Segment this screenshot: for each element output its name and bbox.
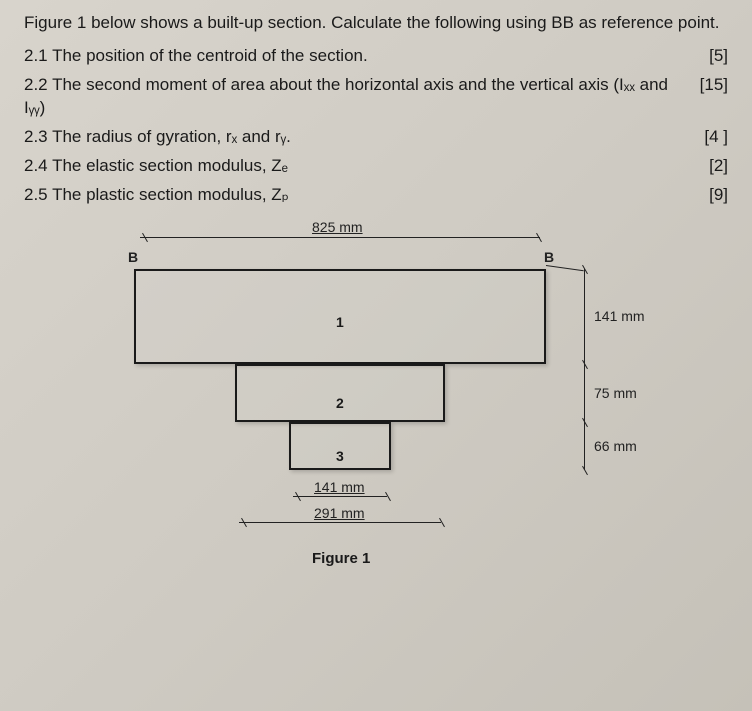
dim-tick bbox=[582, 359, 588, 368]
shape-2-label: 2 bbox=[336, 395, 344, 411]
dim-label-825: 825 mm bbox=[312, 219, 363, 235]
dim-label-141: 141 mm bbox=[594, 308, 645, 324]
question-row: 2.1 The position of the centroid of the … bbox=[24, 45, 728, 68]
qnum: 2.3 bbox=[24, 127, 48, 146]
marks: [5] bbox=[709, 45, 728, 68]
shape-3-label: 3 bbox=[336, 448, 344, 464]
dim-tick bbox=[582, 264, 588, 273]
question-row: 2.4 The elastic section modulus, Zₑ [2] bbox=[24, 155, 728, 178]
marks: [9] bbox=[709, 184, 728, 207]
dim-label-75: 75 mm bbox=[594, 385, 637, 401]
qtext: The radius of gyration, rₓ and rᵧ. bbox=[52, 127, 291, 146]
dim-line-291 bbox=[239, 522, 441, 523]
intro-text: Figure 1 below shows a built-up section.… bbox=[24, 12, 728, 35]
question-row: 2.3 The radius of gyration, rₓ and rᵧ. [… bbox=[24, 126, 728, 149]
dim-tick bbox=[582, 465, 588, 474]
marks: [4 ] bbox=[704, 126, 728, 149]
label-B-right: B bbox=[544, 249, 554, 265]
question-row: 2.2 The second moment of area about the … bbox=[24, 74, 728, 120]
ext-line bbox=[546, 265, 584, 271]
figure-caption: Figure 1 bbox=[312, 550, 370, 567]
qtext: The position of the centroid of the sect… bbox=[52, 46, 368, 65]
dim-label-66: 66 mm bbox=[594, 438, 637, 454]
qtext: The second moment of area about the hori… bbox=[24, 75, 668, 117]
qnum: 2.1 bbox=[24, 46, 48, 65]
qnum: 2.2 bbox=[24, 75, 48, 94]
marks: [15] bbox=[700, 74, 728, 97]
dim-label-w141: 141 mm bbox=[314, 479, 365, 495]
qnum: 2.5 bbox=[24, 185, 48, 204]
dim-line-top bbox=[140, 237, 540, 238]
label-B-left: B bbox=[128, 249, 138, 265]
dim-tick bbox=[582, 417, 588, 426]
qtext: The elastic section modulus, Zₑ bbox=[52, 156, 288, 175]
qtext: The plastic section modulus, Zₚ bbox=[52, 185, 289, 204]
dim-line-141 bbox=[293, 496, 387, 497]
marks: [2] bbox=[709, 155, 728, 178]
qnum: 2.4 bbox=[24, 156, 48, 175]
dim-label-w291: 291 mm bbox=[314, 505, 365, 521]
question-row: 2.5 The plastic section modulus, Zₚ [9] bbox=[24, 184, 728, 207]
figure-1: 825 mm B B 1 2 3 141 mm 75 mm 66 mm 141 mm 291 mm F… bbox=[24, 219, 728, 639]
shape-2 bbox=[235, 364, 445, 422]
shape-1-label: 1 bbox=[336, 314, 344, 330]
dim-vline bbox=[584, 269, 585, 470]
